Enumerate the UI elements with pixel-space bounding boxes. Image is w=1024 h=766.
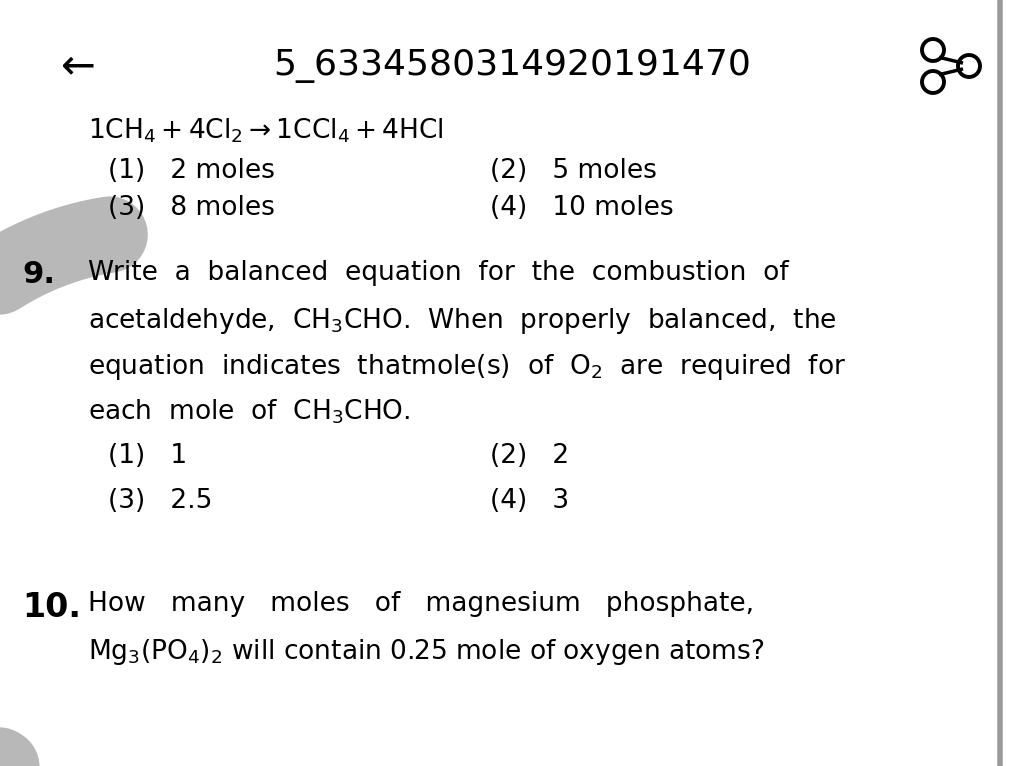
Text: (1)   1: (1) 1	[108, 443, 187, 469]
Text: (3)   2.5: (3) 2.5	[108, 488, 212, 514]
Text: (2)   5 moles: (2) 5 moles	[490, 158, 656, 184]
Text: How   many   moles   of   magnesium   phosphate,: How many moles of magnesium phosphate,	[88, 591, 754, 617]
Text: (1)   2 moles: (1) 2 moles	[108, 158, 274, 184]
Text: (3)   8 moles: (3) 8 moles	[108, 195, 274, 221]
Text: Mg$_3$(PO$_4$)$_2$ will contain 0.25 mole of oxygen atoms?: Mg$_3$(PO$_4$)$_2$ will contain 0.25 mol…	[88, 637, 765, 667]
Text: (2)   2: (2) 2	[490, 443, 569, 469]
Text: (4)   3: (4) 3	[490, 488, 569, 514]
Text: each  mole  of  CH$_3$CHO.: each mole of CH$_3$CHO.	[88, 398, 411, 427]
Text: $\mathrm{1CH_4 + 4Cl_2 \rightarrow 1CCl_4 + 4HCl}$: $\mathrm{1CH_4 + 4Cl_2 \rightarrow 1CCl_…	[88, 116, 443, 146]
Text: 5_6334580314920191470: 5_6334580314920191470	[273, 49, 751, 83]
Text: 9.: 9.	[22, 260, 55, 289]
Text: 10.: 10.	[22, 591, 81, 624]
Text: (4)   10 moles: (4) 10 moles	[490, 195, 674, 221]
Text: ←: ←	[60, 45, 95, 87]
Text: Write  a  balanced  equation  for  the  combustion  of: Write a balanced equation for the combus…	[88, 260, 788, 286]
Text: equation  indicates  thatmole(s)  of  O$_2$  are  required  for: equation indicates thatmole(s) of O$_2$ …	[88, 352, 846, 382]
Text: acetaldehyde,  CH$_3$CHO.  When  properly  balanced,  the: acetaldehyde, CH$_3$CHO. When properly b…	[88, 306, 837, 336]
